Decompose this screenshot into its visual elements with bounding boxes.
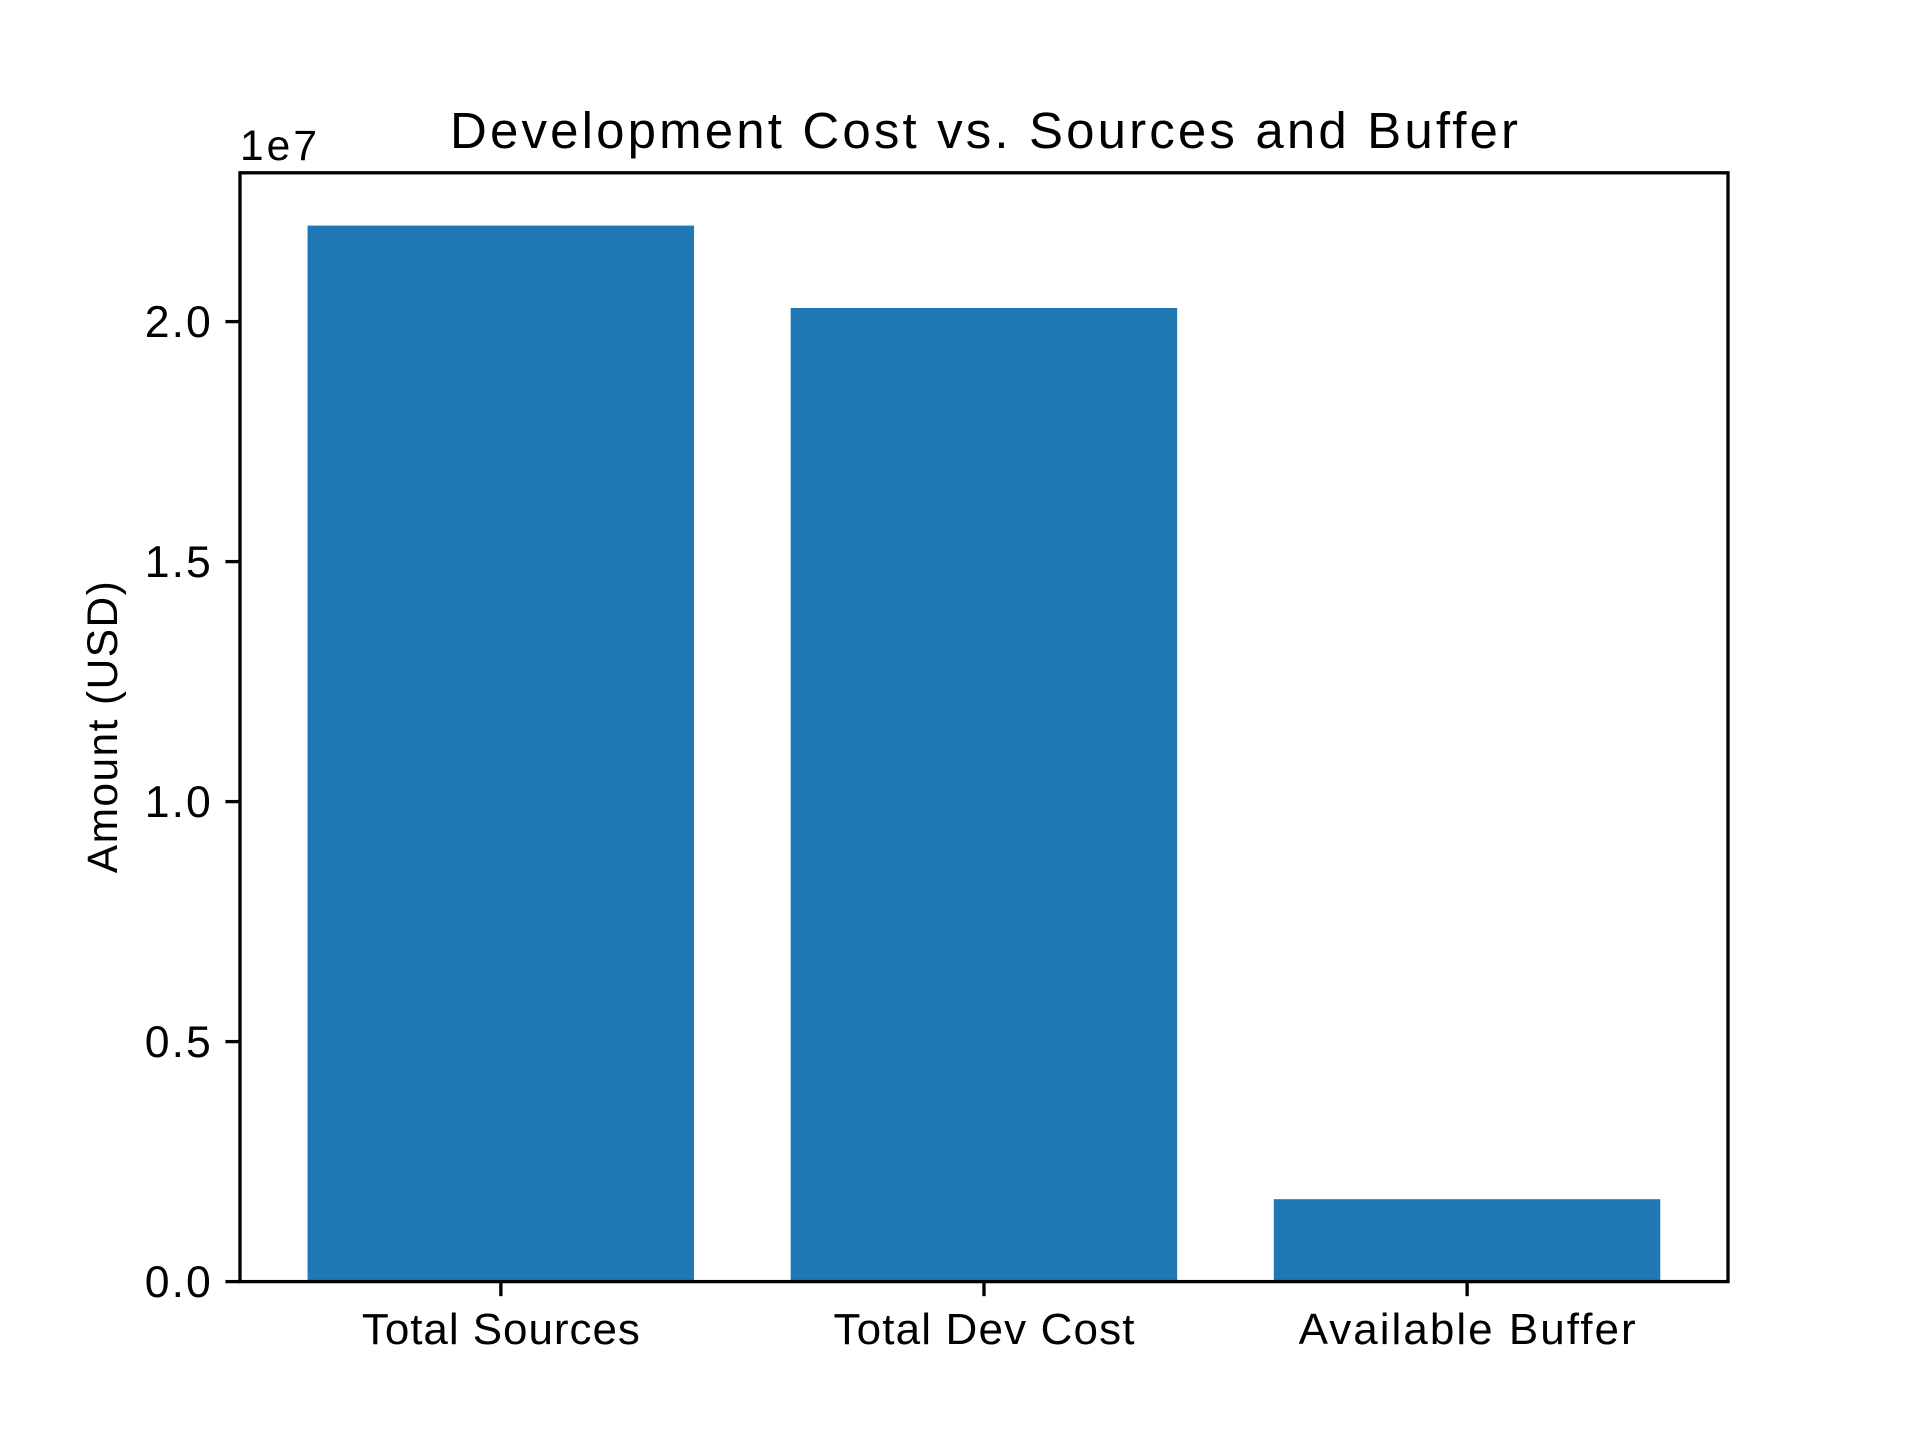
svg-text:1.0: 1.0 <box>145 778 211 827</box>
svg-text:0.0: 0.0 <box>145 1258 211 1307</box>
svg-text:Total Sources: Total Sources <box>362 1305 640 1354</box>
svg-text:Total Dev Cost: Total Dev Cost <box>833 1305 1134 1354</box>
svg-text:1e7: 1e7 <box>240 123 317 170</box>
svg-text:Development Cost vs. Sources a: Development Cost vs. Sources and Buffer <box>450 102 1518 159</box>
svg-text:Amount (USD): Amount (USD) <box>80 581 127 873</box>
svg-text:2.0: 2.0 <box>145 298 211 347</box>
svg-text:0.5: 0.5 <box>145 1018 211 1067</box>
svg-text:1.5: 1.5 <box>145 538 211 587</box>
